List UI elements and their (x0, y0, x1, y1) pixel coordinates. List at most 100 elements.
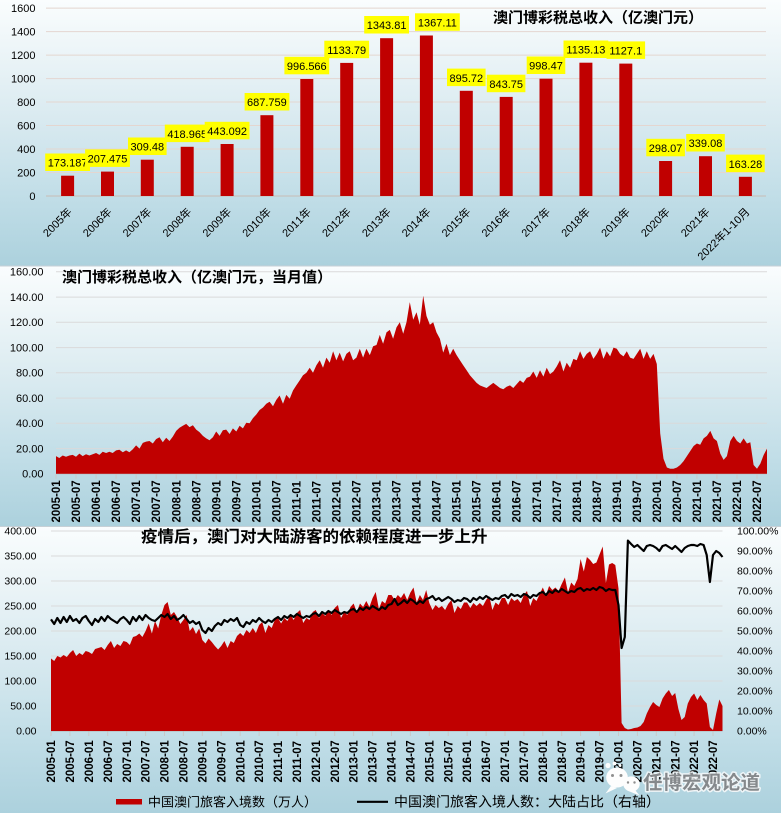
svg-text:2009-07: 2009-07 (231, 480, 243, 522)
svg-text:150.00: 150.00 (4, 651, 36, 663)
svg-text:0.00%: 0.00% (737, 726, 767, 738)
svg-text:2020-07: 2020-07 (633, 740, 645, 782)
svg-text:2007-01: 2007-01 (122, 740, 134, 783)
svg-text:70.00%: 70.00% (737, 586, 773, 598)
svg-text:163.28: 163.28 (729, 159, 763, 171)
svg-text:2013-01: 2013-01 (349, 740, 361, 783)
svg-text:1200: 1200 (11, 50, 35, 62)
svg-text:2018-07: 2018-07 (557, 740, 569, 782)
svg-text:2017-07: 2017-07 (552, 480, 564, 522)
svg-text:2019-07: 2019-07 (632, 480, 644, 522)
svg-text:2012-01: 2012-01 (311, 740, 323, 783)
svg-text:50.00: 50.00 (10, 701, 36, 713)
svg-text:687.759: 687.759 (247, 97, 287, 109)
svg-text:20.00%: 20.00% (737, 686, 773, 698)
svg-text:10.00%: 10.00% (737, 706, 773, 718)
svg-text:2015-01: 2015-01 (424, 740, 436, 783)
svg-text:2014-07: 2014-07 (432, 480, 444, 522)
svg-text:2022-01: 2022-01 (732, 480, 744, 523)
svg-text:2009-01: 2009-01 (197, 740, 209, 783)
svg-text:2010-01: 2010-01 (251, 480, 263, 523)
svg-text:2016-07: 2016-07 (481, 740, 493, 782)
svg-text:0.00: 0.00 (22, 469, 43, 481)
svg-text:1600: 1600 (11, 3, 35, 15)
svg-text:2013-01: 2013-01 (372, 480, 384, 523)
svg-text:2011-01: 2011-01 (273, 740, 285, 782)
svg-text:800: 800 (17, 97, 35, 109)
svg-text:2009-07: 2009-07 (216, 740, 228, 782)
svg-text:2007-01: 2007-01 (131, 480, 143, 523)
svg-text:600: 600 (17, 120, 35, 132)
svg-text:2017-01: 2017-01 (532, 480, 544, 523)
svg-text:200.00: 200.00 (4, 626, 36, 638)
svg-text:1135.13: 1135.13 (566, 45, 605, 57)
svg-text:207.475: 207.475 (88, 154, 128, 166)
svg-text:1133.79: 1133.79 (327, 45, 366, 57)
svg-text:173.187: 173.187 (48, 158, 88, 170)
svg-text:2006-01: 2006-01 (91, 480, 103, 523)
svg-text:2016-07: 2016-07 (512, 480, 524, 522)
svg-text:1400: 1400 (11, 27, 35, 39)
svg-text:2020-07: 2020-07 (672, 480, 684, 522)
svg-text:80.00: 80.00 (16, 368, 44, 380)
svg-text:2021-07: 2021-07 (712, 480, 724, 522)
svg-text:160.00: 160.00 (10, 267, 44, 279)
svg-text:2015-07: 2015-07 (443, 740, 455, 782)
svg-text:2012-01: 2012-01 (332, 480, 344, 523)
svg-text:100.00: 100.00 (10, 342, 44, 354)
svg-text:2010-01: 2010-01 (235, 740, 247, 783)
svg-text:2008-01: 2008-01 (160, 740, 172, 783)
svg-text:443.092: 443.092 (207, 126, 247, 138)
svg-text:2017-01: 2017-01 (500, 740, 512, 783)
svg-text:200: 200 (17, 167, 35, 179)
svg-text:2006-01: 2006-01 (84, 740, 96, 783)
svg-text:2022-07: 2022-07 (752, 480, 764, 522)
svg-text:20.00: 20.00 (16, 443, 44, 455)
svg-text:2005-07: 2005-07 (65, 740, 77, 782)
svg-text:298.07: 298.07 (649, 143, 683, 155)
svg-text:40.00%: 40.00% (737, 646, 773, 658)
svg-text:2006-07: 2006-07 (111, 480, 123, 522)
svg-text:2014-07: 2014-07 (406, 740, 418, 782)
svg-text:2020-01: 2020-01 (652, 480, 664, 523)
svg-text:30.00%: 30.00% (737, 666, 773, 678)
svg-text:2009-01: 2009-01 (211, 480, 223, 523)
svg-text:2007-07: 2007-07 (151, 480, 163, 522)
svg-text:1343.81: 1343.81 (367, 20, 407, 32)
svg-text:339.08: 339.08 (689, 138, 723, 150)
svg-text:1127.1: 1127.1 (609, 46, 642, 58)
svg-text:2015-07: 2015-07 (472, 480, 484, 522)
svg-text:2013-07: 2013-07 (392, 480, 404, 522)
svg-text:40.00: 40.00 (16, 418, 44, 430)
svg-text:2014-01: 2014-01 (387, 740, 399, 783)
svg-text:2006-07: 2006-07 (103, 740, 115, 782)
svg-text:0.00: 0.00 (16, 726, 37, 738)
svg-text:2011-07: 2011-07 (312, 481, 324, 523)
svg-text:60.00%: 60.00% (737, 606, 773, 618)
svg-text:2010-07: 2010-07 (271, 480, 283, 522)
svg-text:895.72: 895.72 (449, 73, 483, 85)
svg-text:0: 0 (29, 191, 35, 203)
svg-text:418.965: 418.965 (167, 129, 207, 141)
svg-text:400.00: 400.00 (4, 526, 36, 538)
svg-text:996.566: 996.566 (287, 61, 327, 73)
svg-text:2012-07: 2012-07 (352, 480, 364, 522)
svg-text:250.00: 250.00 (4, 601, 36, 613)
svg-text:2014-01: 2014-01 (412, 480, 424, 523)
svg-text:309.48: 309.48 (130, 142, 164, 154)
svg-text:843.75: 843.75 (489, 79, 523, 91)
svg-text:2019-01: 2019-01 (612, 480, 624, 523)
svg-text:2007-07: 2007-07 (141, 740, 153, 782)
svg-text:2016-01: 2016-01 (492, 480, 504, 523)
svg-text:400: 400 (17, 144, 35, 156)
svg-text:2008-07: 2008-07 (191, 480, 203, 522)
svg-text:2015-01: 2015-01 (452, 480, 464, 523)
svg-text:2018-01: 2018-01 (572, 480, 584, 523)
svg-text:90.00%: 90.00% (737, 546, 773, 558)
svg-text:50.00%: 50.00% (737, 626, 773, 638)
svg-text:2008-01: 2008-01 (171, 480, 183, 523)
svg-text:2008-07: 2008-07 (179, 740, 191, 782)
svg-text:2005-01: 2005-01 (46, 740, 58, 783)
svg-text:2019-07: 2019-07 (595, 740, 607, 782)
svg-text:2010-07: 2010-07 (254, 740, 266, 782)
